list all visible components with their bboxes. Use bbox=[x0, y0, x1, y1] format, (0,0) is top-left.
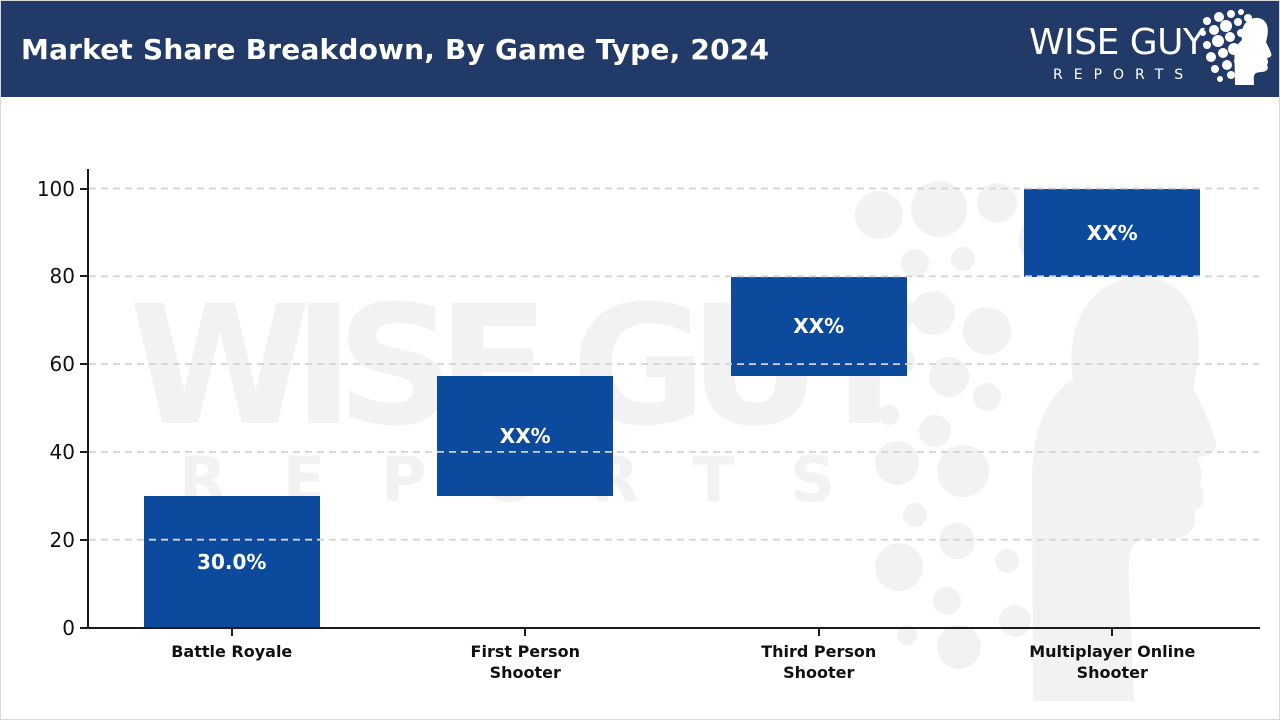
x-tick-mark-2 bbox=[817, 629, 820, 636]
brand-logo-subtext: REPORTS bbox=[1053, 67, 1194, 83]
bar-value-label: 30.0% bbox=[197, 549, 267, 574]
bar-value-label: XX% bbox=[499, 423, 551, 448]
page-title: Market Share Breakdown, By Game Type, 20… bbox=[21, 32, 770, 66]
x-tick-mark-0 bbox=[230, 629, 233, 636]
brand-logo-text: WISE GUY bbox=[1029, 22, 1206, 63]
header-bar: Market Share Breakdown, By Game Type, 20… bbox=[1, 1, 1279, 97]
y-tick-label-40: 40 bbox=[49, 439, 75, 464]
watermark-subtext: REPORTS bbox=[179, 443, 891, 516]
x-tick-mark-3 bbox=[1111, 629, 1114, 636]
y-tick-mark-40 bbox=[80, 450, 88, 453]
x-tick-label-1: First Person Shooter bbox=[470, 642, 580, 682]
watermark-dots-icon bbox=[855, 181, 1079, 669]
x-axis-line bbox=[87, 627, 1260, 629]
bar-multiplayer-online-shooter: XX% bbox=[1024, 188, 1201, 277]
y-tick-label-60: 60 bbox=[49, 352, 75, 377]
x-tick-label-3: Multiplayer Online Shooter bbox=[1029, 642, 1196, 682]
y-tick-mark-60 bbox=[80, 363, 88, 366]
bar-value-label: XX% bbox=[793, 314, 845, 339]
bar-battle-royale: 30.0% bbox=[143, 495, 320, 628]
bar-third-person-shooter: XX% bbox=[730, 276, 907, 376]
y-axis-line bbox=[87, 169, 89, 629]
brand-face-icon bbox=[1234, 17, 1272, 85]
y-tick-mark-100 bbox=[80, 187, 88, 190]
y-tick-label-20: 20 bbox=[49, 527, 75, 552]
y-tick-label-0: 0 bbox=[62, 615, 75, 640]
watermark-text: WISE GUY bbox=[129, 270, 927, 462]
y-tick-mark-20 bbox=[80, 538, 88, 541]
y-tick-mark-0 bbox=[80, 626, 88, 629]
y-tick-mark-80 bbox=[80, 275, 88, 278]
y-tick-label-80: 80 bbox=[49, 264, 75, 289]
x-tick-mark-1 bbox=[524, 629, 527, 636]
y-tick-label-100: 100 bbox=[36, 176, 75, 201]
bar-value-label: XX% bbox=[1086, 220, 1138, 245]
bar-first-person-shooter: XX% bbox=[437, 375, 614, 496]
watermark-face-icon bbox=[1031, 276, 1217, 701]
x-tick-label-0: Battle Royale bbox=[171, 642, 293, 661]
brand-logo: WISE GUY REPORTS bbox=[1029, 9, 1272, 85]
x-tick-label-2: Third Person Shooter bbox=[761, 642, 877, 682]
